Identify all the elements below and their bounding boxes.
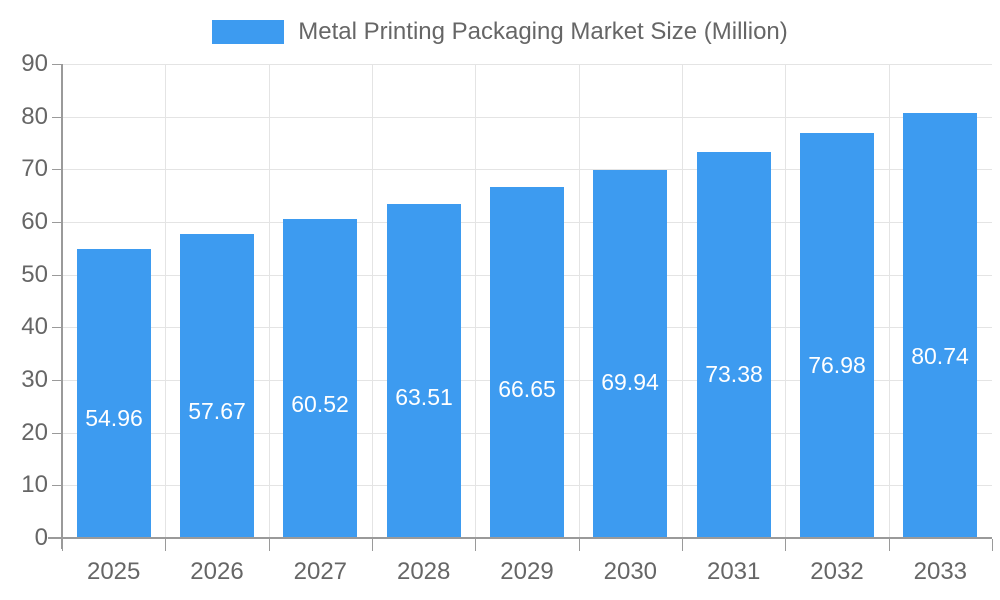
bar[interactable]: 63.51 (387, 203, 461, 538)
y-tick-mark (52, 222, 62, 223)
x-gridline (785, 64, 786, 538)
x-tick-mark (579, 539, 580, 551)
x-axis-tick-label: 2033 (913, 558, 968, 585)
y-axis-line (61, 64, 63, 549)
bar-value-label: 73.38 (705, 360, 763, 387)
y-axis-tick-label: 10 (21, 471, 48, 499)
y-tick-mark (52, 380, 62, 381)
x-axis-tick-label: 2028 (396, 558, 451, 585)
x-tick-mark (269, 539, 270, 551)
x-tick-mark (62, 539, 63, 551)
y-axis-tick-label: 50 (21, 260, 48, 288)
bar[interactable]: 54.96 (77, 248, 151, 538)
x-gridline (165, 64, 166, 538)
x-axis-tick-label: 2026 (190, 558, 244, 585)
x-axis-tick-label: 2027 (293, 558, 348, 585)
x-gridline (475, 64, 476, 538)
y-tick-mark (52, 538, 62, 539)
bar-value-label: 69.94 (601, 368, 659, 395)
y-tick-mark (52, 327, 62, 329)
y-gridline (62, 169, 992, 171)
bar[interactable]: 57.67 (180, 234, 254, 538)
legend-color-swatch[interactable] (212, 20, 285, 44)
x-tick-mark (682, 539, 683, 551)
bar[interactable]: 76.98 (800, 132, 874, 538)
bar-value-label: 80.74 (911, 342, 969, 369)
x-gridline (269, 64, 270, 538)
y-axis-tick-label: 40 (21, 313, 48, 341)
y-axis-tick-label: 0 (34, 524, 48, 551)
y-tick-mark (52, 485, 62, 487)
x-tick-mark (785, 539, 786, 551)
bar[interactable]: 80.74 (903, 112, 977, 538)
x-axis-tick-label: 2025 (86, 558, 141, 585)
x-axis-tick-label: 2030 (603, 558, 658, 585)
y-tick-mark (52, 432, 62, 434)
x-axis-tick-label: 2032 (810, 558, 864, 585)
legend-label[interactable]: Metal Printing Packaging Market Size (Mi… (298, 18, 788, 45)
y-tick-mark (52, 64, 62, 65)
y-axis-tick-label: 90 (21, 50, 48, 77)
bar-value-label: 57.67 (188, 398, 246, 425)
x-tick-mark (475, 539, 476, 551)
x-tick-mark (992, 539, 993, 551)
x-axis-tick-label: 2029 (500, 558, 554, 585)
bar-value-label: 54.96 (85, 404, 143, 431)
plot-area: 54.96 57.67 60.52 63.51 66.65 69.94 73.38 76.98… (62, 64, 992, 539)
x-gridline (579, 64, 580, 538)
x-tick-mark (165, 539, 166, 551)
bar-value-label: 66.65 (498, 375, 556, 402)
y-gridline (62, 116, 992, 118)
y-gridline (62, 64, 992, 65)
x-gridline (682, 64, 683, 538)
y-tick-mark (52, 169, 62, 171)
y-axis-tick-label: 30 (21, 366, 48, 393)
y-axis-tick-label: 60 (21, 208, 48, 235)
x-tick-mark (889, 539, 890, 551)
x-gridline (372, 64, 373, 538)
bar[interactable]: 69.94 (593, 169, 667, 538)
y-tick-mark (52, 274, 62, 276)
x-axis-tick-label: 2031 (706, 558, 761, 585)
x-tick-mark (372, 539, 373, 551)
y-axis-tick-label: 20 (21, 418, 48, 446)
y-axis-tick-label: 80 (21, 102, 48, 130)
x-axis-line (48, 537, 992, 539)
bar-value-label: 76.98 (808, 351, 866, 378)
bar-value-label: 60.52 (291, 391, 349, 418)
bar[interactable]: 73.38 (697, 151, 771, 538)
bar-value-label: 63.51 (395, 383, 453, 410)
y-tick-mark (52, 116, 62, 118)
x-gridline (889, 64, 890, 538)
bar[interactable]: 66.65 (490, 186, 564, 538)
y-axis-tick-label: 70 (21, 155, 48, 183)
chart-legend: Metal Printing Packaging Market Size (Mi… (0, 14, 1000, 50)
bar[interactable]: 60.52 (283, 219, 357, 538)
